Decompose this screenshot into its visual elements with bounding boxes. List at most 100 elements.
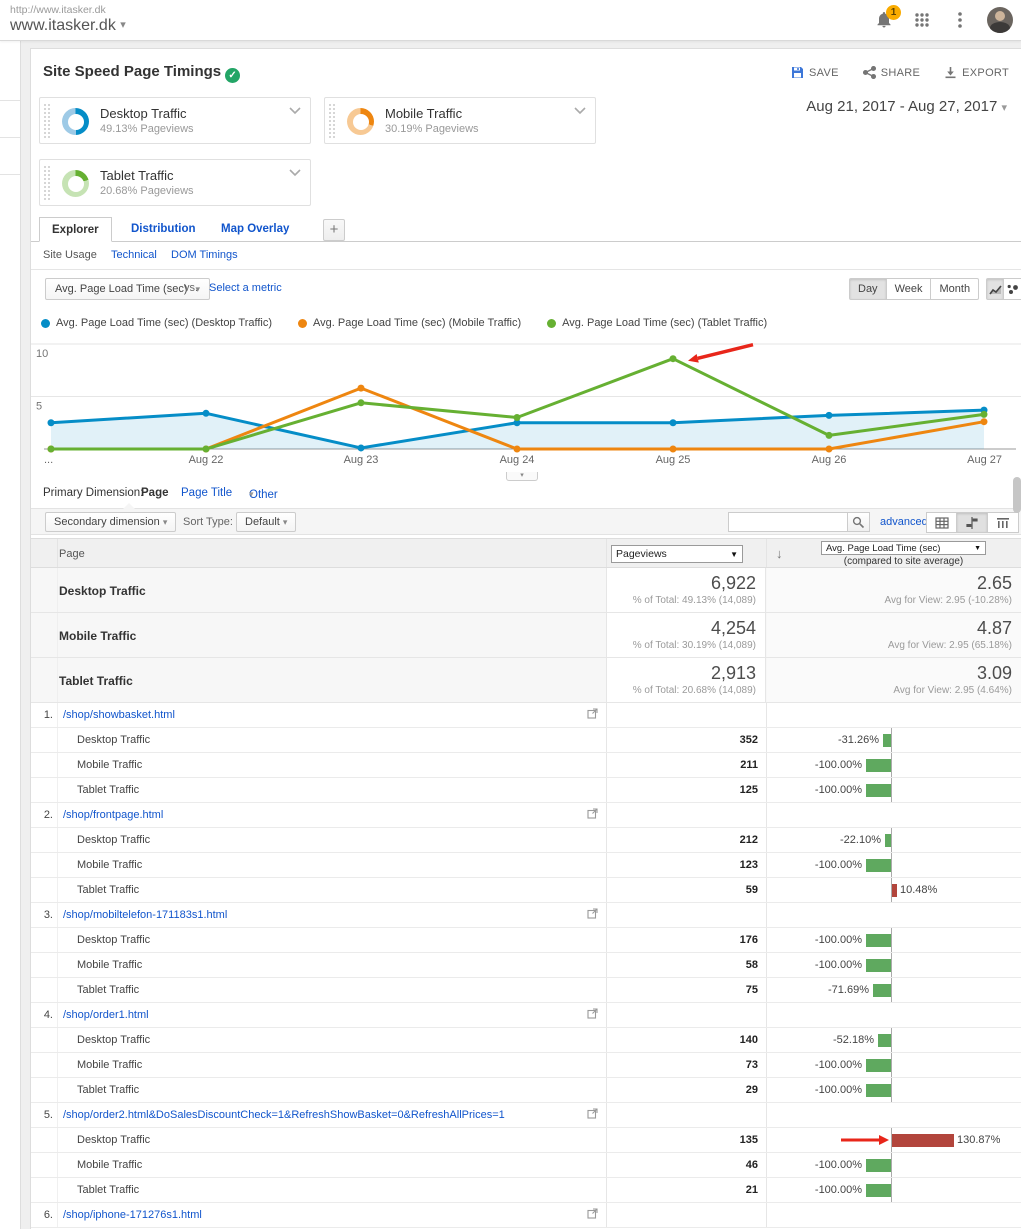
- comparison-bar: [866, 1159, 891, 1172]
- scrollbar-thumb[interactable]: [1013, 477, 1021, 513]
- page-link[interactable]: /shop/order1.html: [63, 1009, 149, 1021]
- open-page-external-icon[interactable]: [587, 808, 598, 819]
- column-divider: [766, 703, 767, 727]
- timeseries-chart[interactable]: 5 10... Aug 22 Aug 23 Aug 24 Aug 25 Aug 26 Aug …: [31, 337, 1021, 472]
- summary-pageviews: 6,922: [710, 573, 756, 593]
- loadtime-column-label: Avg. Page Load Time (sec): [826, 542, 941, 554]
- subtab-site-usage[interactable]: Site Usage: [43, 249, 97, 261]
- collapse-chart-button[interactable]: ▾: [506, 472, 538, 481]
- page-link[interactable]: /shop/frontpage.html: [63, 809, 164, 821]
- dimension-page[interactable]: Page: [141, 487, 169, 499]
- pivot-view-button[interactable]: [988, 512, 1019, 533]
- export-button[interactable]: EXPORT: [944, 66, 1009, 79]
- pageviews-column-select[interactable]: Pageviews ▼: [611, 545, 743, 563]
- segment-name: Desktop Traffic: [77, 1134, 151, 1146]
- granularity-month-button[interactable]: Month: [931, 278, 980, 300]
- collapsed-sidebar[interactable]: [0, 41, 21, 1229]
- sort-type-button[interactable]: Default ▾: [236, 512, 297, 532]
- share-button[interactable]: SHARE: [862, 66, 920, 79]
- segment-card-mobile[interactable]: Mobile Traffic 30.19% Pageviews: [324, 97, 596, 144]
- table-header-row: Page Pageviews ▼ ↓ Avg. Page Load Time (s…: [31, 538, 1021, 568]
- search-button[interactable]: [848, 512, 870, 532]
- segment-card-desktop[interactable]: Desktop Traffic 49.13% Pageviews: [39, 97, 311, 144]
- save-button[interactable]: SAVE: [791, 66, 839, 79]
- secondary-dimension-button[interactable]: Secondary dimension ▾: [45, 512, 177, 532]
- motion-chart-icon: [1007, 284, 1018, 294]
- open-page-external-icon[interactable]: [587, 708, 598, 719]
- loadtime-column-select[interactable]: Avg. Page Load Time (sec) ▼: [821, 541, 986, 555]
- date-range-selector[interactable]: Aug 21, 2017 - Aug 27, 2017 ▾: [806, 98, 1007, 115]
- table-toolbar: Secondary dimension ▾ Sort Type: Default…: [31, 502, 1021, 535]
- tab-map-overlay[interactable]: Map Overlay: [221, 223, 290, 235]
- delta-percentage: 10.48%: [900, 884, 938, 896]
- drag-handle[interactable]: [43, 103, 50, 138]
- segment-card-tablet[interactable]: Tablet Traffic 20.68% Pageviews: [39, 159, 311, 206]
- column-divider: [57, 1203, 58, 1227]
- summary-row-tablet: Tablet Traffic 2,913 % of Total: 20.68% (…: [31, 658, 1021, 703]
- subtab-dom-timings[interactable]: DOM Timings: [171, 249, 238, 261]
- drag-handle[interactable]: [43, 165, 50, 200]
- column-divider: [606, 1153, 607, 1177]
- comparison-view-button[interactable]: [957, 512, 988, 533]
- row-index: 5.: [43, 1109, 53, 1121]
- page-link[interactable]: /shop/mobiltelefon-171183s1.html: [63, 909, 228, 921]
- column-divider: [766, 1028, 767, 1052]
- legend-item[interactable]: Avg. Page Load Time (sec) (Desktop Traff…: [41, 317, 272, 329]
- summary-segment-name: Tablet Traffic: [59, 674, 133, 688]
- page-link[interactable]: /shop/iphone-171276s1.html: [63, 1209, 202, 1221]
- add-segment-button[interactable]: +: [323, 219, 345, 241]
- legend-item[interactable]: Avg. Page Load Time (sec) (Tablet Traffi…: [547, 317, 767, 329]
- data-table-view-button[interactable]: [926, 512, 957, 533]
- chevron-down-icon[interactable]: [288, 168, 302, 177]
- legend-item[interactable]: Avg. Page Load Time (sec) (Mobile Traffi…: [298, 317, 521, 329]
- verified-check-icon: ✓: [225, 68, 241, 83]
- svg-text:10: 10: [36, 348, 48, 360]
- subtab-technical[interactable]: Technical: [111, 249, 157, 261]
- motion-chart-view-button[interactable]: [1004, 278, 1021, 300]
- notifications-button[interactable]: 1: [873, 5, 901, 31]
- line-chart-view-button[interactable]: [986, 278, 1004, 300]
- kebab-menu-icon: [958, 12, 962, 28]
- tab-explorer[interactable]: Explorer: [39, 217, 112, 242]
- open-page-external-icon[interactable]: [587, 908, 598, 919]
- open-page-external-icon[interactable]: [587, 1108, 598, 1119]
- comparison-axis-line: [891, 853, 892, 877]
- chart-canvas: 5 10... Aug 22 Aug 23 Aug 24 Aug 25 Aug 26 Aug …: [31, 343, 1021, 466]
- granularity-day-button[interactable]: Day: [849, 278, 887, 300]
- metric-dropdown[interactable]: Avg. Page Load Time (sec) ▾: [45, 278, 211, 300]
- delta-percentage: -100.00%: [814, 1184, 862, 1196]
- page-link[interactable]: /shop/showbasket.html: [63, 709, 175, 721]
- chevron-down-icon[interactable]: [288, 106, 302, 115]
- dimension-page-title[interactable]: Page Title: [181, 487, 233, 499]
- svg-text:Aug 27: Aug 27: [967, 454, 1002, 466]
- table-row-group: 6. /shop/iphone-171276s1.html: [31, 1203, 1021, 1228]
- sort-direction-icon[interactable]: ↓: [776, 546, 783, 561]
- drag-handle[interactable]: [328, 103, 335, 138]
- page-link[interactable]: /shop/order2.html&DoSalesDiscountCheck=1…: [63, 1109, 505, 1121]
- page-column-header[interactable]: Page: [59, 548, 85, 560]
- tab-distribution[interactable]: Distribution: [131, 223, 196, 235]
- column-divider: [766, 1153, 767, 1177]
- segment-data-row: Desktop Traffic 212 -22.10%: [31, 828, 1021, 853]
- select-metric-link[interactable]: Select a metric: [209, 282, 282, 294]
- table-row: 6. /shop/iphone-171276s1.html: [31, 1203, 1021, 1228]
- segment-name: Desktop Traffic: [100, 106, 187, 121]
- more-options-button[interactable]: [949, 9, 971, 31]
- avatar[interactable]: [987, 7, 1013, 33]
- open-page-external-icon[interactable]: [587, 1208, 598, 1219]
- legend-label: Avg. Page Load Time (sec) (Mobile Traffi…: [313, 317, 522, 329]
- page-title: Site Speed Page Timings ✓: [43, 63, 241, 83]
- metric-dropdown-value: Avg. Page Load Time (sec): [55, 283, 188, 295]
- delta-percentage: -52.18%: [833, 1034, 874, 1046]
- table-search-input[interactable]: [728, 512, 848, 532]
- open-page-external-icon[interactable]: [587, 1008, 598, 1019]
- segment-name: Mobile Traffic: [77, 1159, 143, 1171]
- apps-grid-button[interactable]: [911, 9, 933, 31]
- column-divider: [57, 1053, 58, 1077]
- account-selector[interactable]: www.itasker.dk ▾: [10, 17, 126, 34]
- granularity-week-button[interactable]: Week: [886, 278, 932, 300]
- segment-name: Desktop Traffic: [77, 934, 151, 946]
- chevron-down-icon[interactable]: [573, 106, 587, 115]
- advanced-search-link[interactable]: advanced: [880, 516, 928, 528]
- chevron-down-icon: ▾: [249, 489, 254, 499]
